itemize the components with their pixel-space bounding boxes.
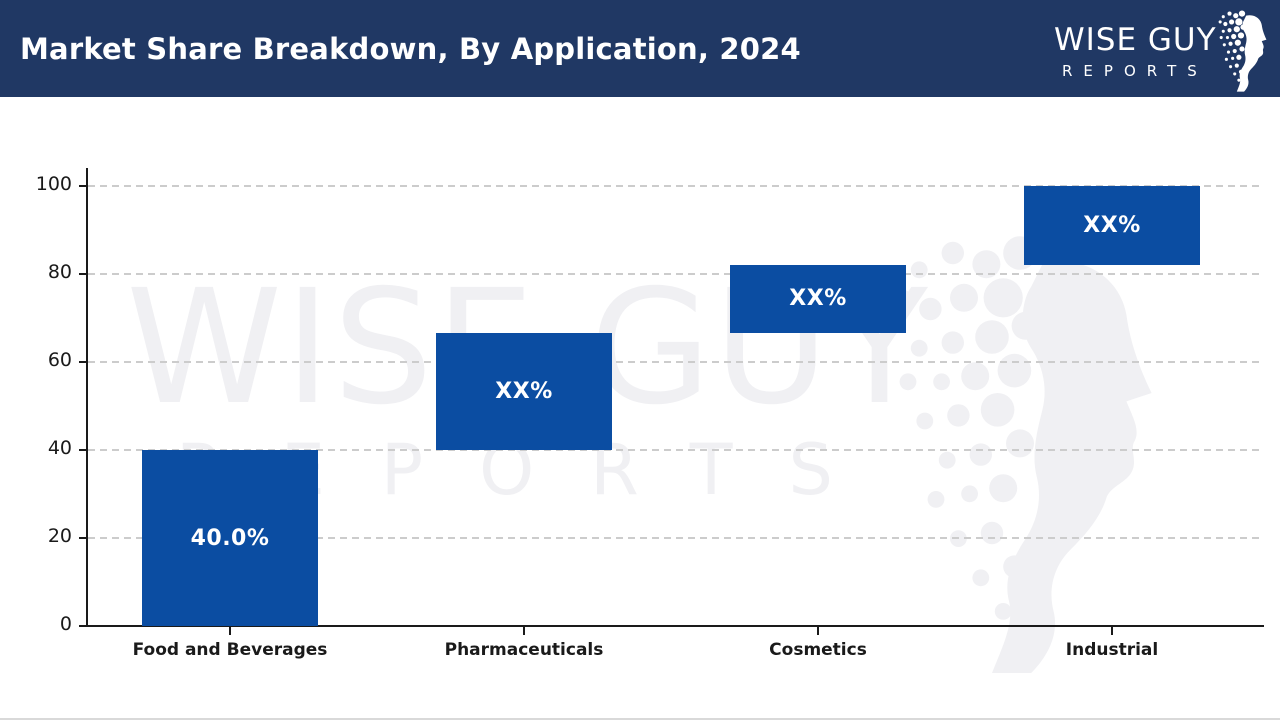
y-tick-60 xyxy=(79,361,87,363)
x-tick-0 xyxy=(229,627,231,635)
y-tick-label-80: 80 xyxy=(47,261,72,283)
x-tick-label: Industrial xyxy=(1065,640,1159,660)
y-tick-label-40: 40 xyxy=(47,437,72,459)
x-axis-line xyxy=(86,625,1264,627)
y-tick-20 xyxy=(79,537,87,539)
gridline-80 xyxy=(88,273,1262,275)
x-tick-2 xyxy=(817,627,819,635)
y-tick-0 xyxy=(79,625,87,627)
gridline-40 xyxy=(88,449,1262,451)
y-tick-label-100: 100 xyxy=(35,173,72,195)
bar-value-label: XX% xyxy=(495,378,553,404)
gridline-60 xyxy=(88,361,1262,363)
logo-text-wiseguy: WISE GUY xyxy=(1054,22,1217,58)
x-tick-label: Food and Beverages xyxy=(132,640,328,660)
y-tick-label-20: 20 xyxy=(47,525,72,547)
gridline-20 xyxy=(88,537,1262,539)
x-tick-1 xyxy=(523,627,525,635)
header: Market Share Breakdown, By Application, … xyxy=(0,0,1280,97)
wiseguy-logo: WISE GUY REPORTS xyxy=(1004,4,1272,94)
bar-1: XX% xyxy=(436,332,612,450)
bar-value-label: XX% xyxy=(789,286,847,312)
bar-0: 40.0% xyxy=(142,450,318,626)
x-tick-label: Pharmaceuticals xyxy=(444,640,604,660)
page-title: Market Share Breakdown, By Application, … xyxy=(20,31,801,66)
bar-value-label: XX% xyxy=(1083,213,1141,239)
y-tick-label-0: 0 xyxy=(59,613,72,635)
x-tick-label: Cosmetics xyxy=(769,640,867,660)
y-tick-40 xyxy=(79,449,87,451)
y-tick-100 xyxy=(79,185,87,187)
bar-2: XX% xyxy=(730,265,906,333)
bar-3: XX% xyxy=(1024,186,1200,266)
y-axis-line xyxy=(86,168,88,627)
y-tick-80 xyxy=(79,273,87,275)
y-tick-label-60: 60 xyxy=(47,349,72,371)
gridline-100 xyxy=(88,185,1262,187)
logo-text-reports: REPORTS xyxy=(1062,62,1208,80)
x-tick-3 xyxy=(1111,627,1113,635)
bar-value-label: 40.0% xyxy=(190,525,270,551)
